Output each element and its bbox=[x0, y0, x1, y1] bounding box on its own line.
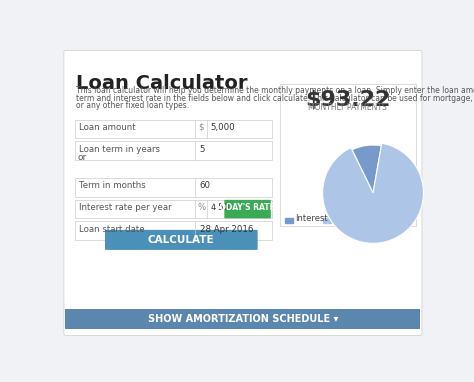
Text: 5: 5 bbox=[200, 144, 205, 154]
Wedge shape bbox=[352, 145, 382, 193]
FancyBboxPatch shape bbox=[224, 200, 271, 219]
Wedge shape bbox=[323, 143, 423, 243]
FancyBboxPatch shape bbox=[65, 309, 420, 329]
FancyBboxPatch shape bbox=[75, 141, 273, 160]
Text: or any other fixed loan types.: or any other fixed loan types. bbox=[76, 101, 190, 110]
Text: CALCULATE: CALCULATE bbox=[147, 235, 214, 245]
Text: %: % bbox=[198, 203, 206, 212]
Text: Loan start date: Loan start date bbox=[80, 225, 145, 234]
Text: term and interest rate in the fields below and click calculate. This calculator : term and interest rate in the fields bel… bbox=[76, 94, 474, 103]
FancyBboxPatch shape bbox=[64, 50, 422, 335]
Text: Interest: Interest bbox=[296, 214, 328, 223]
Bar bbox=[323, 218, 330, 223]
Text: SHOW AMORTIZATION SCHEDULE ▾: SHOW AMORTIZATION SCHEDULE ▾ bbox=[148, 314, 338, 324]
Text: Loan Calculator: Loan Calculator bbox=[76, 74, 248, 93]
Text: $93.22: $93.22 bbox=[305, 90, 390, 110]
Text: MONTHLY PAYMENTS: MONTHLY PAYMENTS bbox=[308, 103, 387, 112]
FancyBboxPatch shape bbox=[75, 178, 273, 197]
Text: or: or bbox=[78, 153, 87, 162]
Text: Principal: Principal bbox=[334, 214, 370, 223]
Text: Loan amount: Loan amount bbox=[80, 123, 136, 132]
FancyBboxPatch shape bbox=[105, 230, 258, 250]
Text: 4.50: 4.50 bbox=[210, 203, 229, 212]
Bar bbox=[285, 218, 292, 223]
Text: Loan term in years: Loan term in years bbox=[80, 144, 160, 154]
Text: TODAY'S RATES: TODAY'S RATES bbox=[214, 203, 281, 212]
Text: Term in months: Term in months bbox=[80, 181, 146, 191]
Text: $: $ bbox=[198, 123, 203, 132]
FancyBboxPatch shape bbox=[75, 222, 273, 240]
FancyBboxPatch shape bbox=[75, 120, 273, 138]
Text: This loan calculator will help you determine the monthly payments on a loan. Sim: This loan calculator will help you deter… bbox=[76, 86, 474, 95]
Text: 5,000: 5,000 bbox=[210, 123, 235, 132]
FancyBboxPatch shape bbox=[280, 84, 416, 226]
Text: 28 Apr 2016: 28 Apr 2016 bbox=[200, 225, 253, 234]
Text: 60: 60 bbox=[200, 181, 210, 191]
FancyBboxPatch shape bbox=[75, 200, 273, 219]
Text: Interest rate per year: Interest rate per year bbox=[80, 203, 172, 212]
